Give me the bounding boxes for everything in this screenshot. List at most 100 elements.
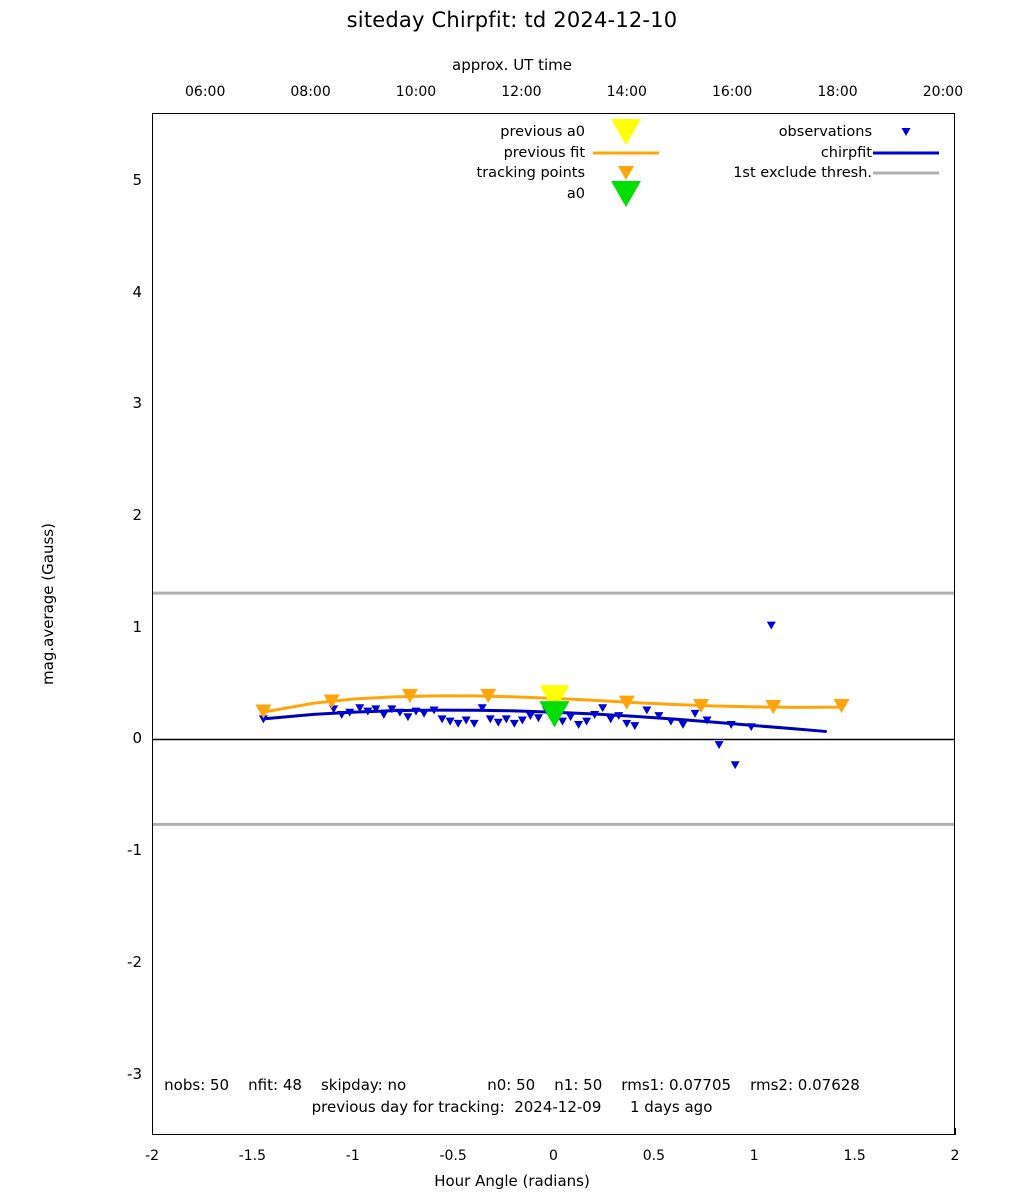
x-tick-label: -0.5 bbox=[439, 1148, 467, 1164]
observation-marker bbox=[702, 716, 712, 725]
legend-swatch-previous-a0-swatch bbox=[611, 119, 641, 145]
observation-marker bbox=[558, 717, 568, 726]
plot-area[interactable] bbox=[152, 113, 955, 1135]
top-tick-label: 10:00 bbox=[395, 84, 437, 100]
top-tick-label: 08:00 bbox=[290, 84, 331, 100]
observation-marker bbox=[258, 715, 268, 724]
observation-marker bbox=[501, 715, 511, 724]
y-tick-label: 1 bbox=[132, 617, 142, 636]
top-tick-label: 06:00 bbox=[185, 84, 226, 100]
y-tick-label: 2 bbox=[132, 506, 142, 525]
legend-swatch-tracking-points bbox=[618, 165, 634, 181]
observation-marker bbox=[566, 713, 576, 722]
y-tick-label: -3 bbox=[127, 1064, 142, 1083]
y-tick-label: 5 bbox=[132, 171, 142, 190]
x-tick-label: 1 bbox=[749, 1148, 759, 1164]
y-tick-label: 3 bbox=[132, 394, 142, 413]
observation-marker bbox=[525, 712, 535, 720]
legend-label-observations: observations bbox=[778, 124, 872, 140]
legend-swatch-1st-exclude-thresh- bbox=[873, 171, 939, 175]
tracking-point-marker bbox=[401, 688, 418, 703]
tracking-point-marker bbox=[833, 698, 850, 714]
y-axis-label: mag.average (Gauss) bbox=[39, 523, 57, 685]
observation-marker bbox=[403, 713, 413, 722]
legend-label-previous-fit: previous fit bbox=[503, 144, 585, 161]
observation-marker bbox=[445, 717, 455, 726]
observation-marker bbox=[622, 719, 632, 728]
observation-marker bbox=[395, 708, 405, 717]
top-tick-label: 16:00 bbox=[711, 84, 753, 100]
observation-marker bbox=[642, 706, 652, 715]
legend-swatch-chirpfit bbox=[873, 151, 939, 154]
legend-label-previous-a0: previous a0 bbox=[500, 124, 585, 140]
legend-label-chirpfit: chirpfit bbox=[820, 144, 872, 161]
y-tick-label: 4 bbox=[132, 282, 142, 301]
observation-marker bbox=[387, 705, 397, 714]
page-title: siteday Chirpfit: td 2024-12-10 bbox=[346, 8, 678, 32]
observation-marker bbox=[614, 712, 624, 720]
observation-marker bbox=[429, 706, 439, 715]
observation-marker bbox=[453, 719, 463, 728]
observation-marker bbox=[533, 714, 543, 723]
tracking-point-marker bbox=[323, 694, 340, 709]
observation-marker bbox=[477, 704, 487, 713]
observation-marker bbox=[485, 715, 495, 724]
observation-marker bbox=[714, 741, 724, 750]
observation-marker bbox=[493, 718, 503, 727]
a0-marker bbox=[539, 701, 570, 728]
observation-marker bbox=[419, 709, 429, 718]
observation-marker bbox=[517, 716, 527, 725]
plot-canvas bbox=[153, 591, 954, 826]
previous-a0-marker bbox=[539, 685, 570, 712]
tracking-point-marker bbox=[255, 704, 272, 719]
legend-swatch-observations-swatch bbox=[901, 128, 911, 136]
observation-marker bbox=[730, 761, 740, 770]
legend-swatch-previous-a0 bbox=[611, 119, 641, 145]
x-tick-label: -2 bbox=[145, 1148, 159, 1164]
observation-marker bbox=[726, 721, 736, 729]
observation-marker bbox=[746, 723, 756, 732]
observation-marker bbox=[574, 721, 584, 729]
x-axis-label: Hour Angle (radians) bbox=[434, 1172, 590, 1190]
x-tick-label: 1.5 bbox=[843, 1148, 866, 1164]
footer-stats-line-1: nobs: 50 nfit: 48 skipday: no n0: 50 n1:… bbox=[164, 1076, 860, 1094]
observation-marker bbox=[345, 708, 355, 717]
observation-marker bbox=[766, 621, 776, 630]
legend-label-a0: a0 bbox=[566, 185, 585, 202]
observation-marker bbox=[678, 721, 688, 729]
observation-marker bbox=[355, 704, 365, 713]
legend-swatch-tracking-points-swatch bbox=[618, 165, 634, 181]
y-tick-label: -1 bbox=[127, 841, 142, 860]
x-tick-label: 2 bbox=[950, 1148, 960, 1164]
observation-marker bbox=[666, 717, 676, 726]
chirpfit-line bbox=[261, 708, 828, 733]
x-tick-mark bbox=[955, 1128, 956, 1135]
observation-marker bbox=[606, 715, 616, 724]
tracking-point-marker bbox=[693, 698, 710, 714]
x-tick-label: 0.5 bbox=[642, 1148, 665, 1164]
observation-marker bbox=[630, 722, 640, 731]
observation-marker bbox=[363, 707, 373, 716]
legend-label-1st-exclude-thresh-: 1st exclude thresh. bbox=[733, 165, 872, 181]
tracking-point-marker bbox=[618, 695, 635, 710]
top-tick-label: 14:00 bbox=[606, 84, 647, 100]
observation-marker bbox=[371, 705, 381, 714]
y-tick-label: 0 bbox=[132, 729, 142, 748]
x-tick-label: 0 bbox=[549, 1148, 558, 1164]
top-tick-label: 12:00 bbox=[501, 84, 542, 100]
top-axis-label: approx. UT time bbox=[452, 56, 572, 74]
observation-marker bbox=[337, 710, 347, 719]
top-tick-label: 20:00 bbox=[922, 84, 964, 100]
observation-marker bbox=[461, 716, 471, 725]
top-tick-label: 18:00 bbox=[817, 84, 858, 100]
observation-marker bbox=[582, 717, 592, 726]
y-tick-label: -2 bbox=[127, 952, 142, 971]
tracking-point-marker bbox=[765, 700, 782, 715]
legend-swatch-a0 bbox=[611, 180, 641, 207]
legend-swatch-a0-swatch bbox=[611, 180, 641, 207]
observation-marker bbox=[469, 719, 479, 728]
observation-marker bbox=[509, 719, 519, 728]
footer-tracking-line: previous day for tracking: 2024-12-09 1 … bbox=[311, 1098, 713, 1116]
x-tick-label: -1 bbox=[345, 1148, 360, 1164]
